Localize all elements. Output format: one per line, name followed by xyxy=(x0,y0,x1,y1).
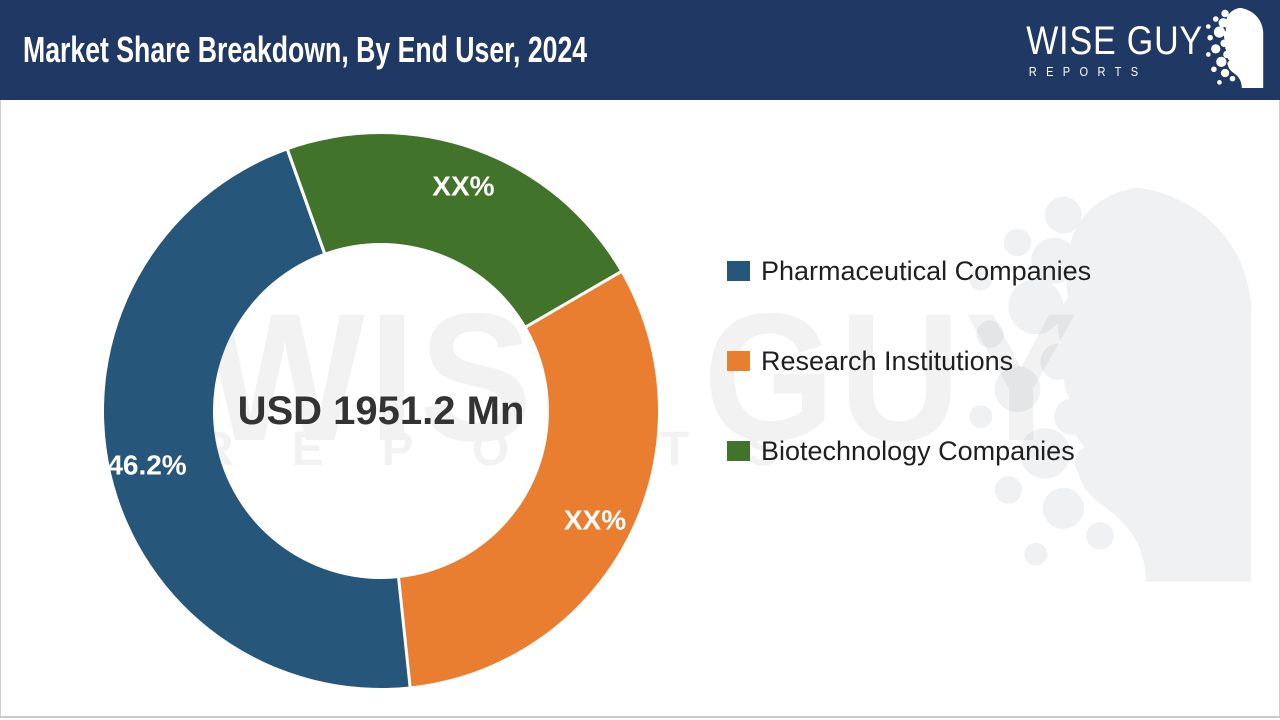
donut-slice-pharmaceutical-companies xyxy=(104,149,412,689)
legend-swatch-green xyxy=(727,441,750,461)
legend-label: Biotechnology Companies xyxy=(761,435,1075,466)
donut-slice-research-institutions xyxy=(397,270,659,687)
legend-swatch-blue xyxy=(727,261,750,281)
legend-label: Pharmaceutical Companies xyxy=(761,255,1092,286)
legend-item-research-institutions: Research Institutions xyxy=(727,346,1013,376)
logo-subtitle: REPORTS xyxy=(1028,64,1148,79)
slice-separator xyxy=(523,270,623,329)
legend-item-biotechnology-companies: Biotechnology Companies xyxy=(727,436,1075,466)
chart-center-value: USD 1951.2 Mn xyxy=(237,389,525,433)
logo-wordmark: WISE GUY xyxy=(1026,19,1203,63)
slice-value-label: 46.2% xyxy=(107,449,186,480)
page-title: Market Share Breakdown, By End User, 202… xyxy=(23,29,785,71)
slice-separator xyxy=(396,575,412,688)
header-bar: Market Share Breakdown, By End User, 202… xyxy=(0,0,1280,100)
page-title-text: Market Share Breakdown, By End User, 202… xyxy=(23,29,588,70)
slice-separator xyxy=(285,148,327,256)
legend-label: Research Institutions xyxy=(761,345,1014,376)
watermark-subtitle: REPORTS xyxy=(199,423,838,476)
legend-item-pharmaceutical-companies: Pharmaceutical Companies xyxy=(727,256,1091,286)
slice-value-label: XX% xyxy=(564,505,626,536)
wise-guy-logo: WISE GUY REPORTS xyxy=(995,6,1266,88)
logo-face-icon xyxy=(1205,7,1264,88)
legend-swatch-orange xyxy=(727,351,750,371)
slice-value-label: XX% xyxy=(432,171,494,202)
logo-text: WISE GUY REPORTS xyxy=(1026,20,1203,79)
watermark-face-icon xyxy=(969,187,1252,582)
donut-slice-biotechnology-companies xyxy=(286,134,622,328)
